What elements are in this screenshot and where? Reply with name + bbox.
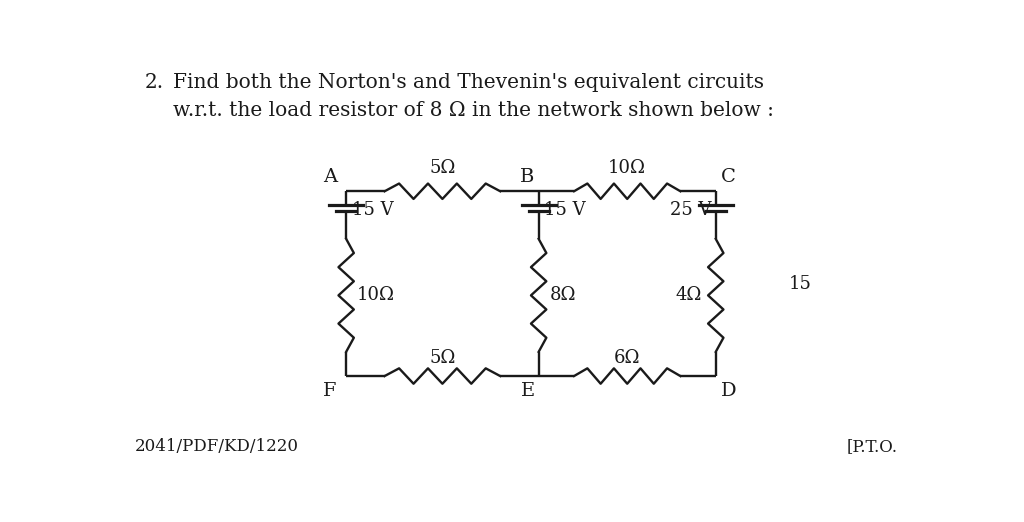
- Text: B: B: [520, 168, 535, 186]
- Text: 15 V: 15 V: [351, 201, 393, 219]
- Text: w.r.t. the load resistor of 8 Ω in the network shown below :: w.r.t. the load resistor of 8 Ω in the n…: [173, 101, 774, 120]
- Text: 5Ω: 5Ω: [429, 159, 456, 177]
- Text: E: E: [520, 382, 535, 400]
- Text: 6Ω: 6Ω: [614, 349, 640, 367]
- Text: A: A: [323, 168, 337, 186]
- Text: D: D: [721, 382, 737, 400]
- Text: F: F: [324, 382, 337, 400]
- Text: C: C: [721, 168, 736, 186]
- Text: 15: 15: [788, 275, 812, 293]
- Text: 4Ω: 4Ω: [676, 287, 702, 304]
- Text: 8Ω: 8Ω: [550, 287, 575, 304]
- Text: 25 V: 25 V: [670, 200, 711, 219]
- Text: 10Ω: 10Ω: [608, 159, 646, 177]
- Text: 10Ω: 10Ω: [357, 287, 395, 304]
- Text: Find both the Norton's and Thevenin's equivalent circuits: Find both the Norton's and Thevenin's eq…: [173, 74, 764, 92]
- Text: 2041/PDF/KD/1220: 2041/PDF/KD/1220: [134, 438, 298, 455]
- Text: [P.T.O.: [P.T.O.: [847, 438, 898, 455]
- Text: 2.: 2.: [144, 74, 164, 92]
- Text: 15 V: 15 V: [544, 201, 586, 219]
- Text: 5Ω: 5Ω: [429, 349, 456, 367]
